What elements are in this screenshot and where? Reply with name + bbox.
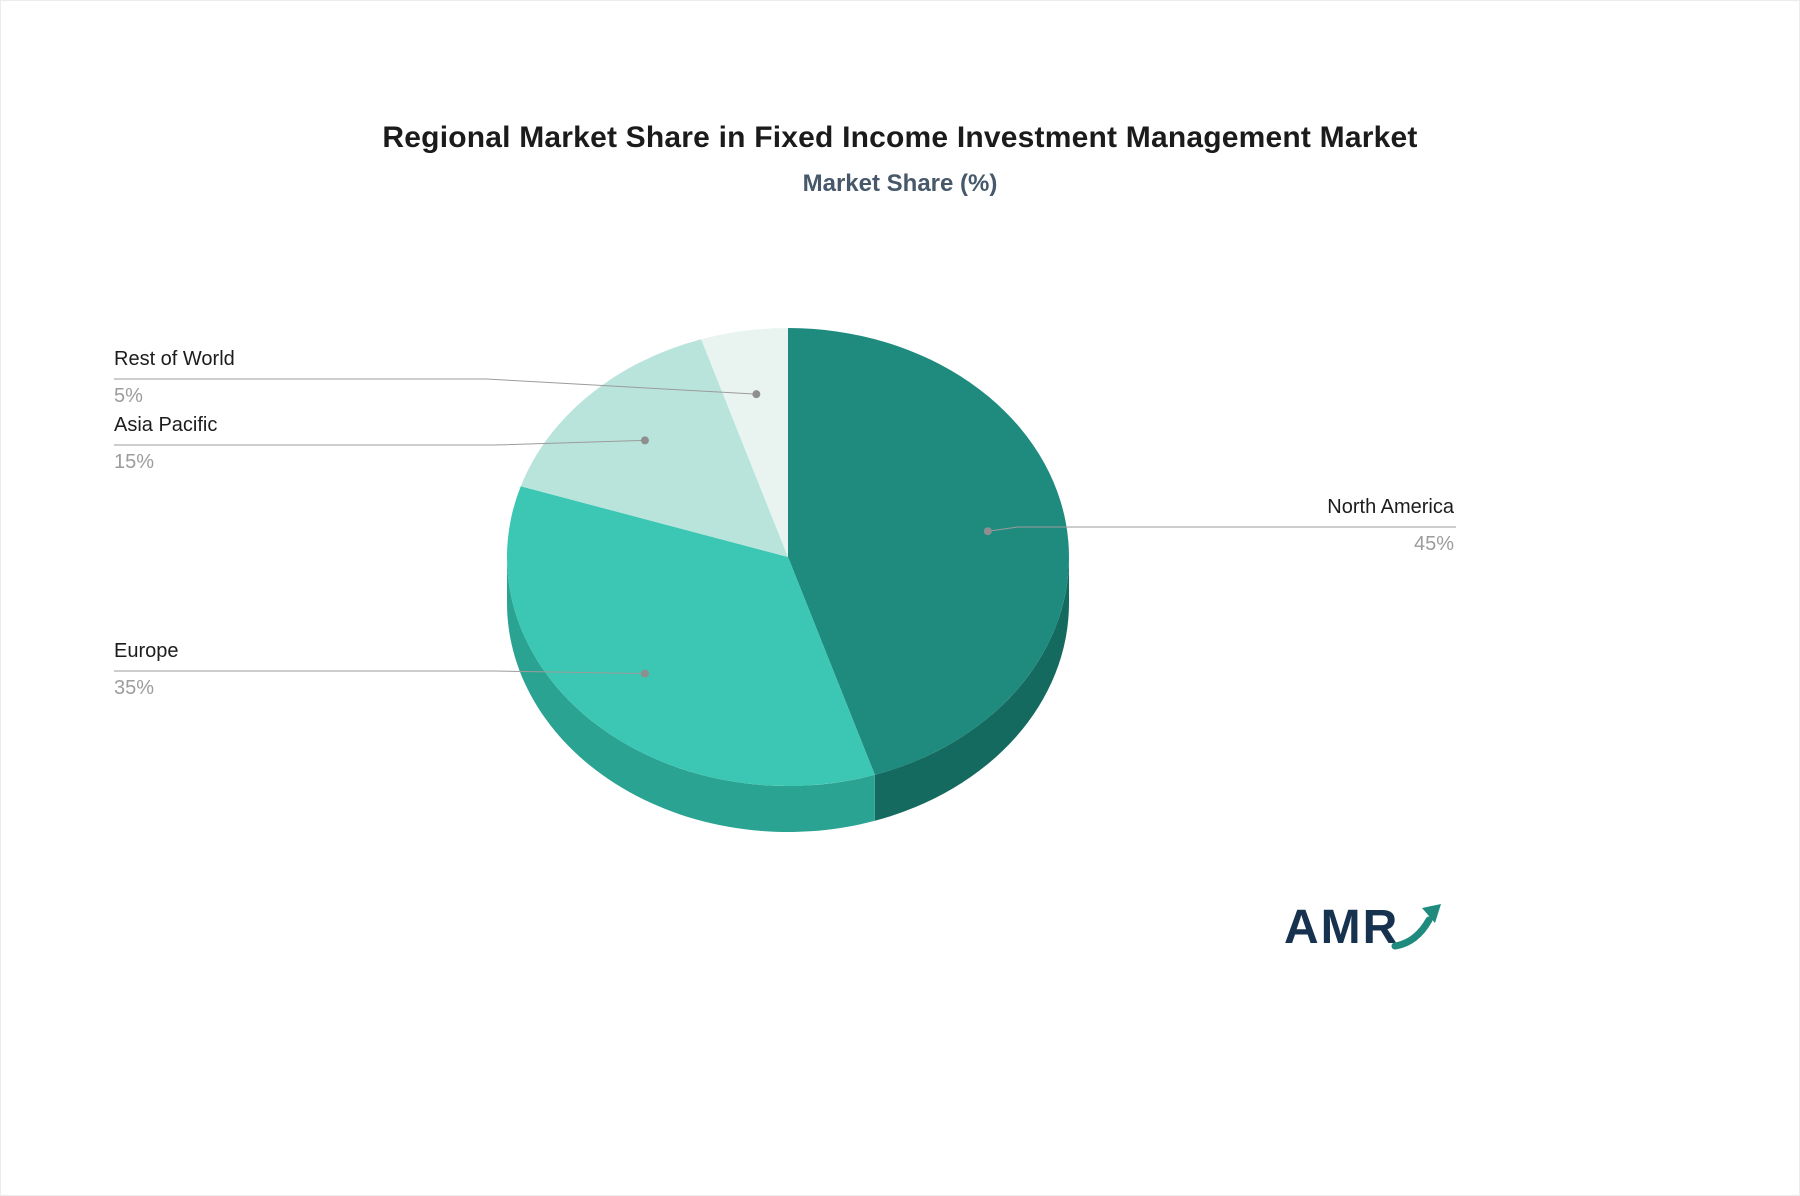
value-europe: 35% xyxy=(114,677,155,699)
value-rest-of-world: 5% xyxy=(114,385,143,407)
amr-logo: AMR xyxy=(1284,901,1443,955)
pie-slice-asia-pacific xyxy=(520,339,788,557)
leader-dot-asia-pacific xyxy=(640,436,649,445)
value-asia-pacific: 15% xyxy=(114,451,155,473)
amr-logo-text: AMR xyxy=(1284,901,1400,954)
leader-dot-north-america xyxy=(983,527,992,536)
leader-line-asia-pacific xyxy=(114,439,645,446)
leader-dot-rest-of-world xyxy=(752,390,761,399)
pie-slice-europe xyxy=(507,486,875,786)
chart-title: Regional Market Share in Fixed Income In… xyxy=(382,121,1418,154)
label-asia-pacific: Asia Pacific xyxy=(114,414,218,436)
leader-line-rest-of-world xyxy=(114,378,757,395)
pie-side-europe xyxy=(507,557,875,832)
pie-side-north-america xyxy=(874,557,1069,821)
label-north-america: North America xyxy=(1327,496,1454,518)
pie-slice-north-america xyxy=(788,328,1069,775)
label-rest-of-world: Rest of World xyxy=(114,348,235,370)
leader-line-north-america xyxy=(987,526,1456,532)
pie-slice-rest-of-world xyxy=(701,328,788,557)
leader-line-europe xyxy=(114,670,645,675)
leader-dot-europe xyxy=(640,669,649,678)
value-north-america: 45% xyxy=(1413,533,1454,555)
label-europe: Europe xyxy=(114,640,179,662)
amr-logo-arrow-icon xyxy=(1391,904,1442,950)
chart-subtitle: Market Share (%) xyxy=(802,170,998,197)
